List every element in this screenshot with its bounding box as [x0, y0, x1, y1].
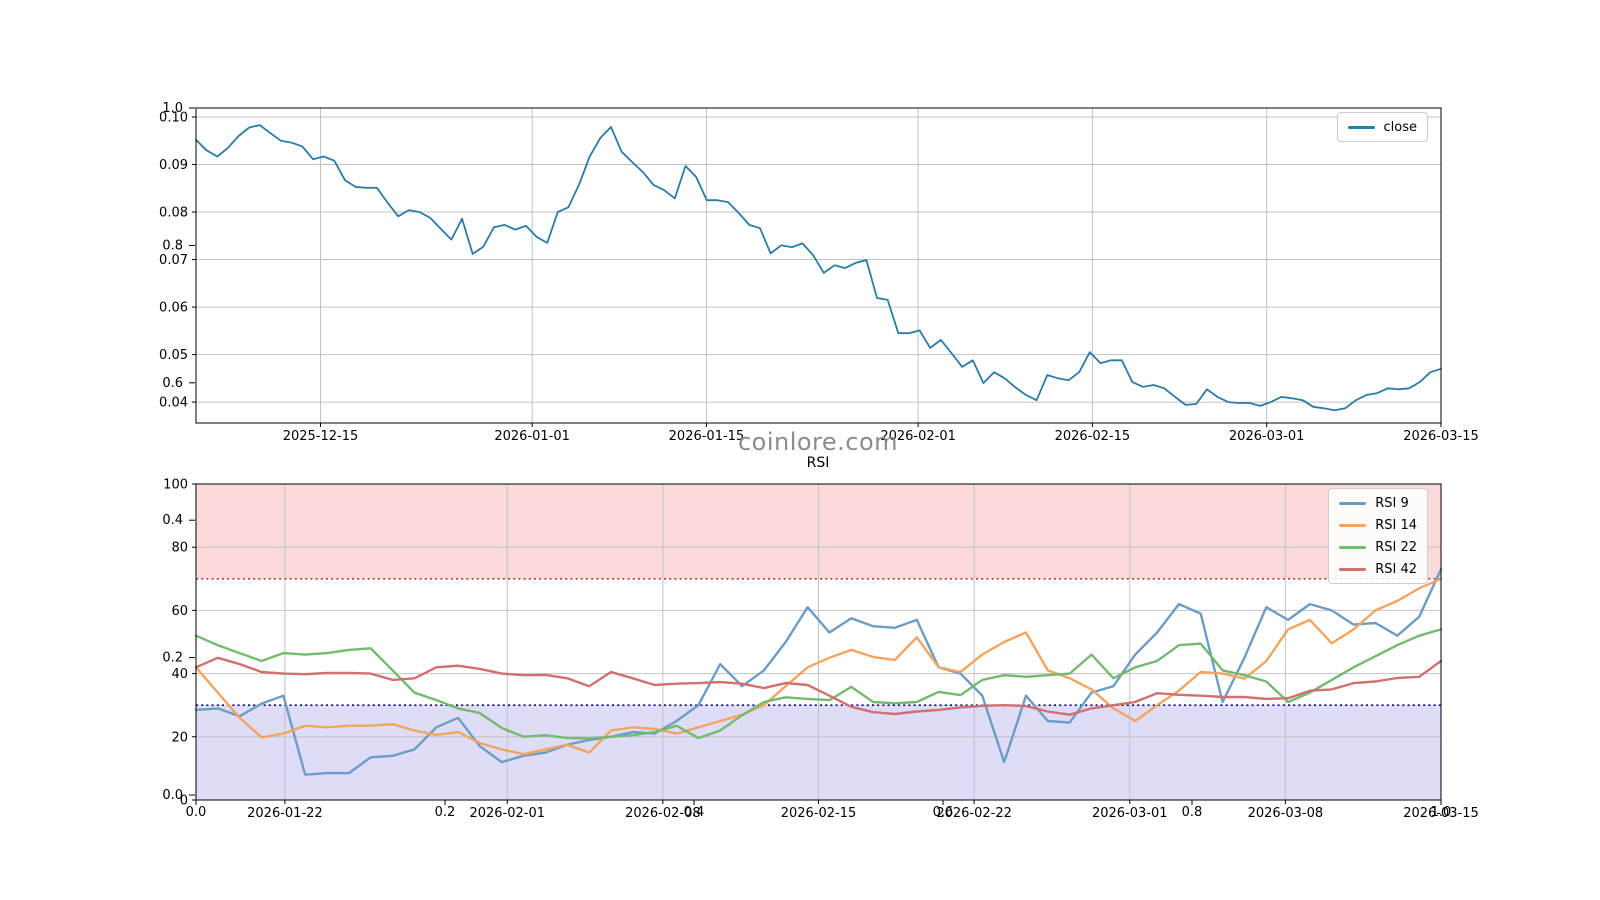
overlay-x-label: 0.8: [1182, 805, 1203, 820]
rsi-legend: RSI 9 RSI 14 RSI 22 RSI 42: [1328, 488, 1428, 584]
series-rsi-14: [194, 577, 1443, 756]
watermark: coinlore.com: [737, 428, 899, 456]
overlay-y-label: 0.4: [162, 513, 183, 528]
series-close: [195, 124, 1442, 412]
series-rsi-42: [194, 656, 1443, 716]
price-x-tick-label: 2026-03-15: [1403, 429, 1479, 444]
rsi-chart-title: RSI: [806, 455, 830, 471]
legend-line-swatch: [1339, 523, 1367, 527]
legend-line-swatch: [1339, 567, 1367, 571]
rsi-y-tick-label: 40: [171, 667, 188, 682]
legend-label: RSI 22: [1375, 539, 1417, 555]
rsi-x-tick-label: 2026-01-22: [247, 806, 323, 821]
overlay-x-label: 0.6: [933, 805, 954, 820]
legend-line-swatch: [1347, 125, 1375, 129]
price-x-tick-label: 2026-02-01: [880, 429, 956, 444]
price-x-tick-label: 2026-01-01: [494, 429, 570, 444]
legend-item: close: [1347, 116, 1417, 138]
legend-line-swatch: [1339, 501, 1367, 505]
overlay-y-label: 0.6: [162, 376, 183, 391]
price-y-tick-label: 0.05: [159, 348, 188, 363]
overlay-y-label: 1.0: [162, 101, 183, 116]
overlay-x-label: 0.2: [435, 805, 456, 820]
legend-item: RSI 42: [1339, 558, 1417, 580]
legend-label: RSI 42: [1375, 561, 1417, 577]
rsi-x-tick-label: 2026-02-22: [936, 806, 1012, 821]
legend-item: RSI 14: [1339, 514, 1417, 536]
overlay-axis: 0.0 0.2 0.4 0.6 0.8 1.0 0.0 0.2 0.4 0.6 0.8 1.0: [162, 101, 1451, 820]
overlay-y-label: 0.2: [162, 651, 183, 666]
rsi-x-tick-label: 2026-02-15: [781, 806, 857, 821]
price-x-tick-label: 2026-01-15: [669, 429, 745, 444]
series-rsi-9: [194, 568, 1443, 776]
overlay-x-label: 0.0: [186, 805, 207, 820]
legend-line-swatch: [1339, 545, 1367, 549]
legend-label: close: [1383, 119, 1417, 135]
price-x-tick-label: 2026-02-15: [1055, 429, 1131, 444]
rsi-x-tick-label: 2026-03-08: [1248, 806, 1324, 821]
rsi-x-tick-label: 2026-02-08: [625, 806, 701, 821]
legend-label: RSI 9: [1375, 495, 1409, 511]
rsi-y-tick-label: 60: [171, 604, 188, 619]
rsi-y-tick-label: 100: [163, 478, 188, 493]
rsi-x-tick-label: 2026-03-01: [1092, 806, 1168, 821]
overlay-y-label: 0.0: [162, 788, 183, 803]
rsi-y-tick-label: 0: [180, 794, 188, 809]
overlay-x-label: 0.4: [684, 805, 705, 820]
overlay-x-label: 1.0: [1431, 805, 1452, 820]
rsi-chart: 2026-01-22 2026-02-01 2026-02-08 2026-02-15…: [163, 478, 1479, 822]
legend-item: RSI 22: [1339, 536, 1417, 558]
price-y-tick-label: 0.06: [159, 301, 188, 316]
legend-item: RSI 9: [1339, 492, 1417, 514]
legend-label: RSI 14: [1375, 517, 1417, 533]
overlay-y-label: 0.8: [162, 238, 183, 253]
rsi-x-tick-label: 2026-03-15: [1403, 806, 1479, 821]
price-y-tick-label: 0.09: [159, 158, 188, 173]
price-x-tick-label: 2026-03-01: [1229, 429, 1305, 444]
series-rsi-22: [194, 628, 1443, 740]
price-chart: 2025-12-15 2026-01-01 2026-01-15 2026-02-01…: [159, 107, 1479, 444]
price-y-tick-label: 0.08: [159, 206, 188, 221]
price-y-tick-label: 0.10: [159, 111, 188, 126]
price-y-tick-label: 0.07: [159, 253, 188, 268]
rsi-y-tick-label: 80: [171, 541, 188, 556]
price-y-tick-label: 0.04: [159, 396, 188, 411]
rsi-y-tick-label: 20: [171, 730, 188, 745]
price-x-tick-label: 2025-12-15: [283, 429, 359, 444]
price-legend: close: [1336, 112, 1428, 142]
rsi-x-tick-label: 2026-02-01: [469, 806, 545, 821]
